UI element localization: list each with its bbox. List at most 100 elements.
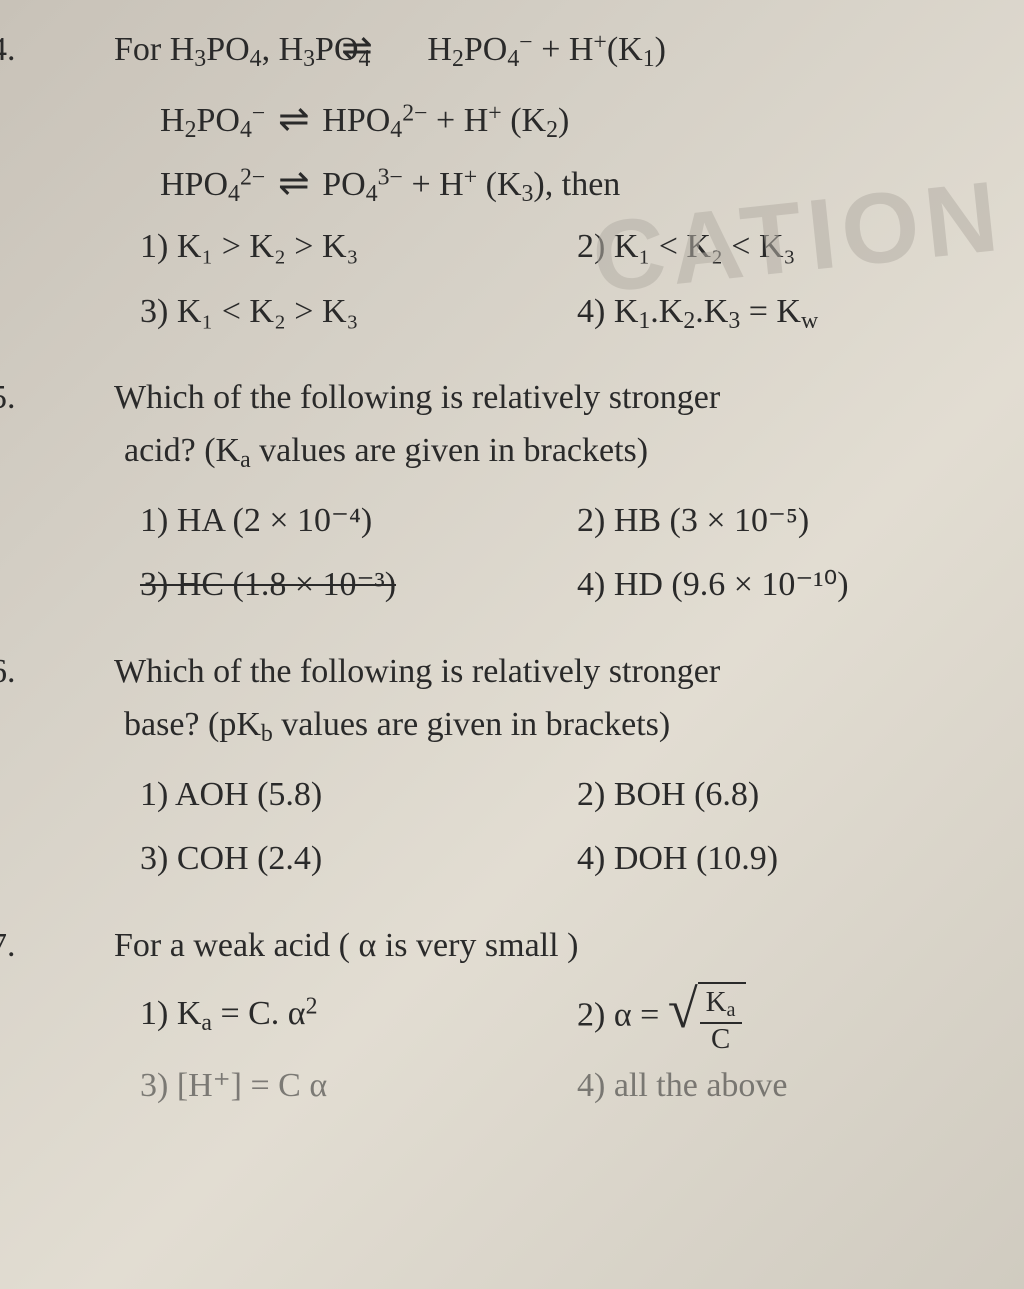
sup: − xyxy=(252,100,265,126)
q154-t3: , H xyxy=(262,31,304,68)
q156-options: 1) AOH (5.8) 2) BOH (6.8) 3) COH (2.4) 4… xyxy=(40,763,994,892)
sub: 2 xyxy=(452,46,464,72)
q154-eq2: H2PO4− HPO42− + H+ (K2) xyxy=(160,88,994,152)
denominator: C xyxy=(700,1024,742,1054)
t: base? (pK xyxy=(124,706,261,743)
equil-arrow-icon xyxy=(274,152,314,216)
q154-number: 154. xyxy=(40,24,114,77)
sub: 3 xyxy=(194,46,206,72)
t: K xyxy=(706,986,727,1018)
q157-opt2: 2) α = √KaC xyxy=(577,982,994,1054)
sup: 3− xyxy=(378,164,403,190)
q155-options: 1) HA (2 × 10⁻⁴) 2) HB (3 × 10⁻⁵) 3) HC … xyxy=(40,489,994,618)
t: H xyxy=(160,102,185,139)
q155-opt3: 3) HC (1.8 × 10⁻³) xyxy=(140,553,557,618)
t: PO xyxy=(314,166,366,203)
q154-t7: + H xyxy=(533,31,594,68)
t: Which of the following is relatively str… xyxy=(114,653,720,690)
sup: + xyxy=(464,164,477,190)
sub: 3 xyxy=(303,46,315,72)
sup: + xyxy=(593,29,606,55)
sub: a xyxy=(240,447,251,473)
t: ), then xyxy=(533,166,620,203)
t: acid? (K xyxy=(124,432,240,469)
sub: a xyxy=(201,1010,212,1036)
t: values are given in brackets) xyxy=(251,432,648,469)
question-155: 155.Which of the following is relatively… xyxy=(40,372,994,618)
t: PO xyxy=(196,102,239,139)
q156-opt4: 4) DOH (10.9) xyxy=(577,827,994,892)
t: + H xyxy=(403,166,464,203)
t: Which of the following is relatively str… xyxy=(114,379,720,416)
q155-opt4: 4) HD (9.6 × 10⁻¹⁰) xyxy=(577,553,994,618)
t: For a weak acid ( α is very small ) xyxy=(114,927,578,964)
sup: 2 xyxy=(306,994,318,1020)
sub: 3 xyxy=(728,308,740,334)
t: = C. α xyxy=(212,995,306,1032)
t: = K xyxy=(740,293,801,330)
sub: 4 xyxy=(250,46,262,72)
strike-icon: 3) HC (1.8 × 10⁻³) xyxy=(140,566,396,603)
numerator: Ka xyxy=(700,987,742,1023)
q154-eq3: HPO42− PO43− + H+ (K3), then xyxy=(160,152,994,216)
sup: − xyxy=(519,29,532,55)
radicand: KaC xyxy=(698,982,746,1054)
t: ) xyxy=(558,102,569,139)
sup: + xyxy=(488,100,501,126)
sub: 2 xyxy=(185,117,197,143)
t: HPO xyxy=(314,102,391,139)
t: .K xyxy=(695,293,728,330)
sub: 4 xyxy=(228,180,240,206)
fraction: KaC xyxy=(700,987,742,1054)
q154-t1: For H xyxy=(114,31,194,68)
t: (K xyxy=(502,102,546,139)
sub: 2 xyxy=(546,117,558,143)
q157-opt3: 3) [H⁺] = C α xyxy=(140,1054,557,1119)
q154-opt3: 3) K₁ < K₂ > K₃ xyxy=(140,280,557,345)
q154-stem: 154.For H3PO4, H3PO4 H2PO4− + H+(K1) xyxy=(40,20,994,78)
q154-t9: ) xyxy=(655,31,666,68)
t: 4) K xyxy=(577,293,638,330)
sub: b xyxy=(261,721,273,747)
sub: 2 xyxy=(683,308,695,334)
sub: 4 xyxy=(366,180,378,206)
q156-opt3: 3) COH (2.4) xyxy=(140,827,557,892)
q155-opt2: 2) HB (3 × 10⁻⁵) xyxy=(577,489,994,554)
t: + H xyxy=(428,102,489,139)
q154-equations: H2PO4− HPO42− + H+ (K2) HPO42− PO43− + H… xyxy=(40,88,994,215)
q154-opt2: 2) K₁ < K₂ < K₃ xyxy=(577,215,994,280)
t: 2) α = xyxy=(577,997,668,1034)
sub: 1 xyxy=(638,308,650,334)
t: .K xyxy=(650,293,683,330)
t: (K xyxy=(477,166,521,203)
q154-opt1: 1) K₁ > K₂ > K₃ xyxy=(140,215,557,280)
q154-t2: PO xyxy=(206,31,249,68)
q155-opt1: 1) HA (2 × 10⁻⁴) xyxy=(140,489,557,554)
question-157: 157.For a weak acid ( α is very small ) … xyxy=(40,920,994,1119)
q157-options: 1) Ka = C. α2 2) α = √KaC 3) [H⁺] = C α … xyxy=(40,982,994,1118)
sup: 2− xyxy=(240,164,265,190)
q157-stem: 157.For a weak acid ( α is very small ) xyxy=(40,920,994,973)
sup: 2− xyxy=(402,100,427,126)
q154-opt4: 4) K1.K2.K3 = Kw xyxy=(577,280,994,345)
sub: a xyxy=(727,999,736,1021)
q154-options: 1) K₁ > K₂ > K₃ 2) K₁ < K₂ < K₃ 3) K₁ < … xyxy=(40,215,994,344)
question-156: 156.Which of the following is relatively… xyxy=(40,646,994,892)
sqrt-icon: √KaC xyxy=(668,982,746,1054)
q156-stem: 156.Which of the following is relatively… xyxy=(40,646,994,753)
sub: 3 xyxy=(522,180,534,206)
sub: 4 xyxy=(240,117,252,143)
q155-stem: 155.Which of the following is relatively… xyxy=(40,372,994,479)
q157-number: 157. xyxy=(40,920,114,973)
equil-arrow-icon xyxy=(379,20,419,78)
surd-icon: √ xyxy=(668,988,698,1060)
sub: 4 xyxy=(390,117,402,143)
q157-opt4: 4) all the above xyxy=(577,1054,994,1119)
question-154: 154.For H3PO4, H3PO4 H2PO4− + H+(K1) H2P… xyxy=(40,20,994,344)
equil-arrow-icon xyxy=(274,88,314,152)
q154-t5: H xyxy=(419,31,452,68)
q156-number: 156. xyxy=(40,646,114,699)
q157-opt1: 1) Ka = C. α2 xyxy=(140,982,557,1054)
q154-t6: PO xyxy=(464,31,507,68)
t: 1) K xyxy=(140,995,201,1032)
